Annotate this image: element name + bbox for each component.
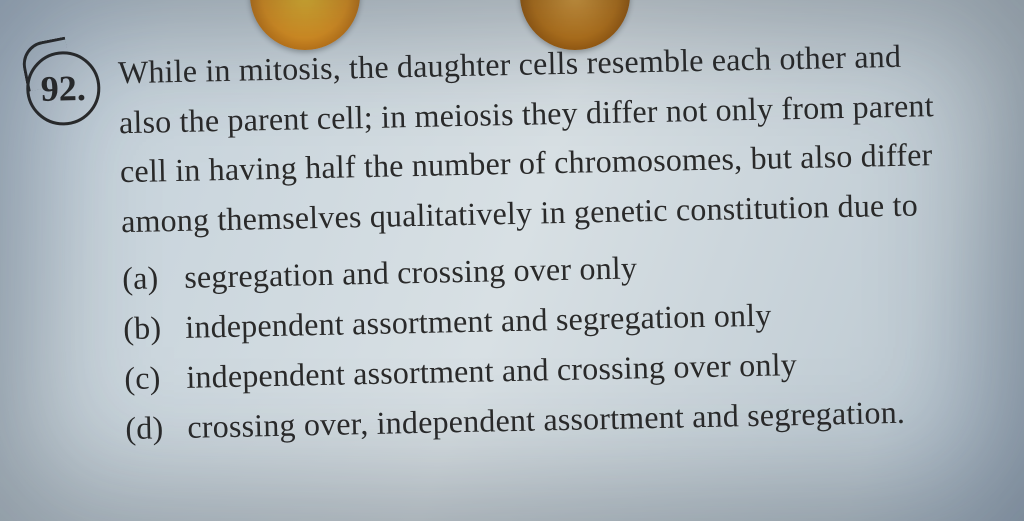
options-list: (a) segregation and crossing over only (… — [122, 237, 968, 453]
option-b-label: (b) — [123, 304, 170, 353]
question-block: 92. While in mitosis, the daughter cells… — [25, 31, 967, 457]
option-d-label: (d) — [125, 404, 172, 453]
question-number: 92. — [40, 67, 86, 110]
option-a-text: segregation and crossing over only — [184, 244, 638, 301]
question-body: While in mitosis, the daughter cells res… — [117, 31, 967, 455]
question-number-badge: 92. — [26, 51, 102, 127]
page-content: 92. While in mitosis, the daughter cells… — [0, 0, 1024, 521]
question-text: While in mitosis, the daughter cells res… — [118, 38, 934, 239]
option-a-label: (a) — [122, 254, 169, 303]
option-c-label: (c) — [124, 354, 171, 403]
